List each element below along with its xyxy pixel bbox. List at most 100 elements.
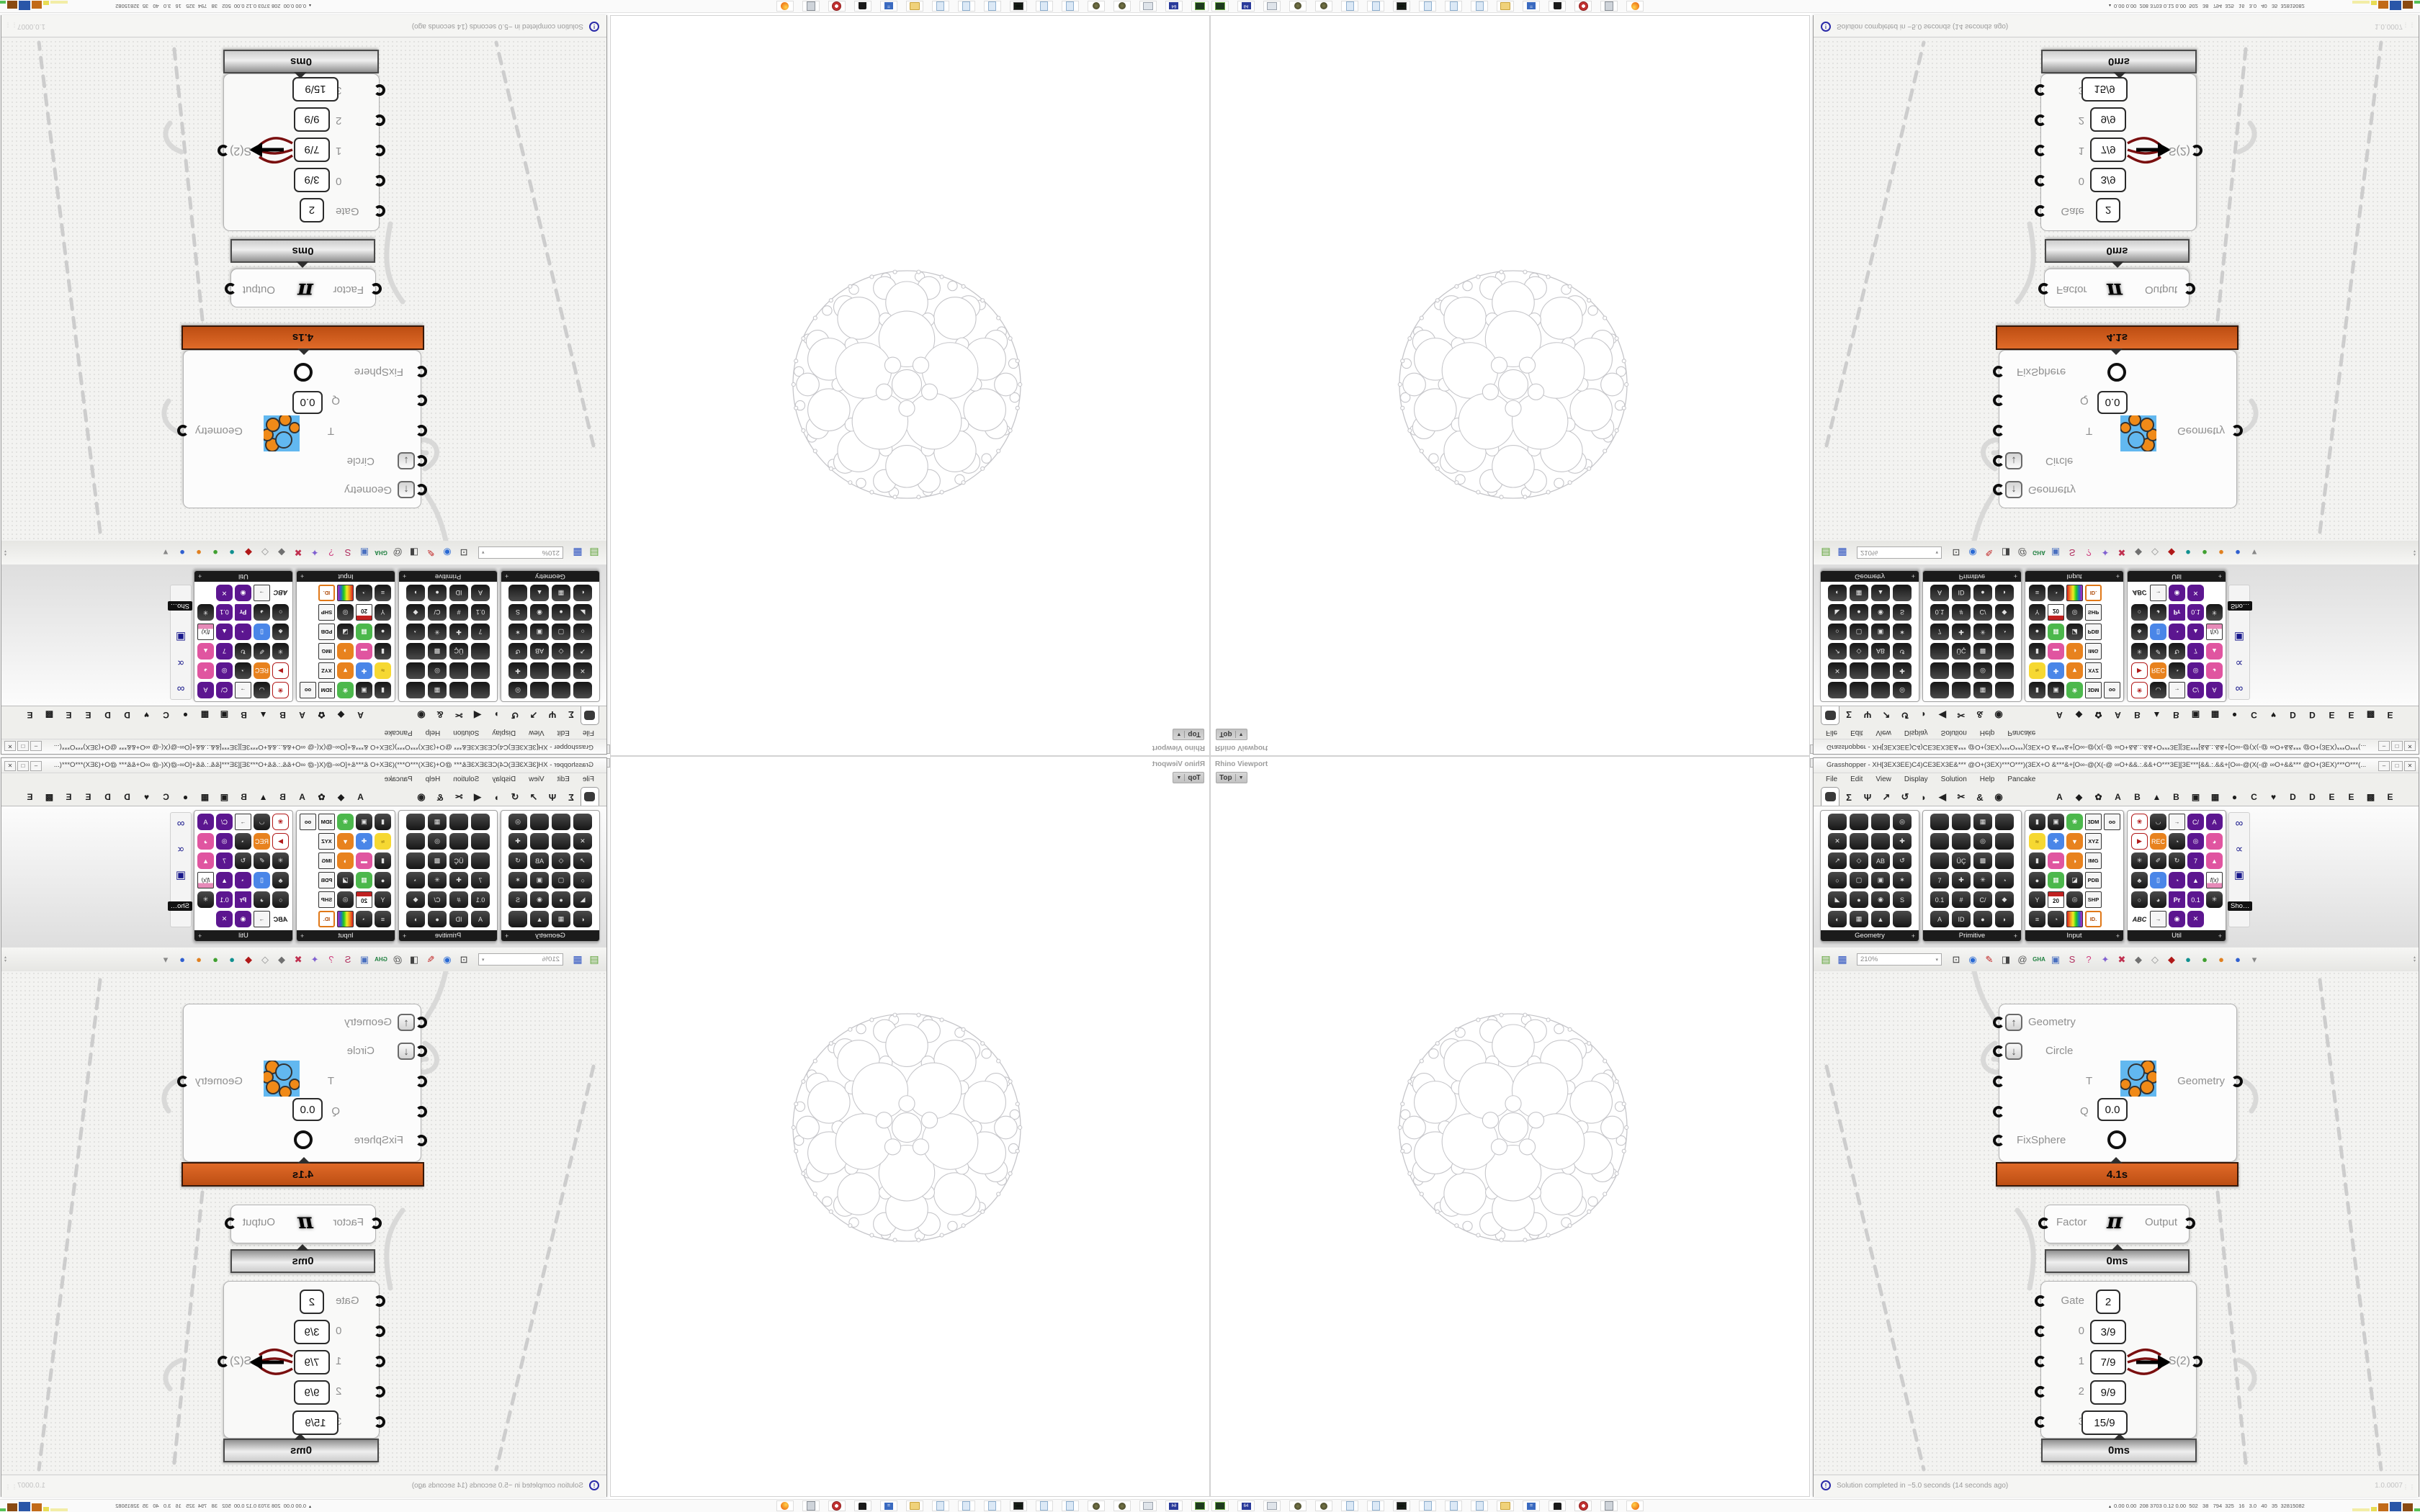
component-icon[interactable]: ▣ [2048, 814, 2064, 830]
gear-app-icon[interactable] [828, 1, 846, 12]
input-grip[interactable] [2038, 1218, 2050, 1229]
component-icon[interactable]: ▲ [197, 643, 214, 660]
show-tool-icon[interactable]: ∞ [2235, 816, 2244, 829]
component-icon[interactable]: A [197, 682, 214, 698]
tab-category-icon[interactable]: ✂ [1957, 710, 1966, 721]
component-icon[interactable]: f(x) [197, 872, 214, 888]
component-icon[interactable]: ✚ [356, 833, 372, 850]
menu-item-solution[interactable]: Solution [453, 729, 480, 737]
tab-category-icon[interactable]: Ψ [1863, 791, 1872, 803]
tab-plugin-D[interactable]: D [124, 792, 130, 802]
tab-plugin-C[interactable]: C [2251, 710, 2257, 720]
component-icon[interactable]: ◔ [356, 585, 372, 601]
tab-category-icon[interactable]: ◗ [1921, 791, 1927, 803]
palette-group-label[interactable]: Util + [194, 571, 292, 582]
component-icon[interactable]: ▼ [337, 662, 354, 679]
tab-plugin-✿[interactable]: ✿ [318, 710, 326, 720]
ball-green-icon[interactable]: ● [212, 954, 218, 965]
component-icon[interactable] [406, 662, 425, 679]
rhino-viewport-panel[interactable]: Rhino Viewport ✕ Top ▼ [1210, 15, 1819, 756]
component-icon[interactable]: S [1893, 604, 1912, 621]
component-icon[interactable]: 0.1 [216, 604, 233, 621]
component-icon[interactable]: ✚ [2048, 662, 2064, 679]
component-icon[interactable] [530, 814, 549, 830]
component-icon[interactable]: ◔ [235, 872, 251, 888]
component-icon[interactable]: ✚ [356, 662, 372, 679]
component-icon[interactable]: ✳ [1973, 872, 1992, 888]
component-icon[interactable]: ✳ [272, 852, 289, 869]
component-icon[interactable]: ✚ [449, 624, 468, 640]
output-grip[interactable] [177, 1076, 189, 1087]
component-icon[interactable]: ID [1952, 585, 1971, 601]
component-icon[interactable]: ◡ [2150, 814, 2166, 830]
idea-bulb-icon[interactable]: ✦ [2101, 547, 2110, 559]
tab-category-icon[interactable]: Σ [568, 709, 574, 721]
component-icon[interactable]: ▢ [1850, 624, 1868, 640]
component-icon[interactable] [471, 682, 490, 698]
tab-plugin-▲[interactable]: ▲ [259, 710, 268, 720]
toolbar-overflow-icon[interactable]: ▴ ▾ [2414, 955, 2416, 963]
component-icon[interactable] [406, 852, 425, 869]
component-icon[interactable]: ✳ [2206, 604, 2223, 621]
input-grip[interactable] [416, 395, 427, 406]
component-icon[interactable]: ↻ [2169, 643, 2185, 660]
menu-item-view[interactable]: View [1876, 729, 1891, 737]
component-icon[interactable]: ÜÇ [449, 852, 468, 869]
component-icon[interactable] [1952, 682, 1971, 698]
component-icon[interactable] [552, 814, 570, 830]
tab-plugin-B[interactable]: B [279, 710, 286, 720]
filter-value-box[interactable]: 15/9 [2081, 77, 2128, 102]
component-icon[interactable]: ✕ [2187, 911, 2204, 927]
component-icon[interactable]: ◑ [337, 643, 354, 660]
ball-teal-icon[interactable]: ● [229, 547, 235, 558]
collapse-down-button[interactable]: ↓ [398, 1043, 415, 1060]
palette-group-label[interactable]: Input + [2025, 930, 2123, 941]
show-tool-icon[interactable]: ∝ [176, 843, 185, 855]
tab-category-icon[interactable]: ↺ [1901, 791, 1909, 802]
component-icon[interactable] [1893, 585, 1912, 601]
component-icon[interactable]: ◎ [2187, 833, 2204, 850]
component-icon[interactable]: ◉ [1871, 604, 1890, 621]
input-grip[interactable] [374, 175, 385, 186]
component-icon[interactable]: 7 [216, 643, 233, 660]
filter-value-box[interactable]: 15/9 [2081, 1410, 2128, 1435]
chip64-app-icon[interactable]: 64 [1237, 1500, 1255, 1511]
component-icon[interactable]: ◕ [254, 604, 270, 621]
cat-app-icon[interactable] [854, 1500, 871, 1511]
tab-category-icon[interactable]: ↺ [1901, 710, 1909, 721]
search-s-icon[interactable]: S [344, 954, 351, 965]
component-icon[interactable]: ✳ [428, 624, 447, 640]
component-icon[interactable]: ✚ [1952, 624, 1971, 640]
cluster-x-icon[interactable]: ✖ [294, 953, 302, 965]
component-icon[interactable]: ◎ [1973, 833, 1992, 850]
tab-params-active[interactable] [1821, 706, 1839, 725]
tab-category-icon[interactable]: ◀ [474, 791, 481, 802]
tab-plugin-C[interactable]: C [163, 792, 169, 802]
component-icon[interactable]: ◔ [2169, 662, 2185, 679]
input-grip[interactable] [374, 145, 385, 156]
component-icon[interactable]: f(x) [2206, 624, 2223, 640]
gem-dark-icon[interactable]: ◆ [2135, 547, 2142, 559]
tab-category-icon[interactable]: ◉ [1994, 791, 2003, 802]
zoom-level-combo[interactable]: 210% ▾ [478, 953, 563, 966]
component-icon[interactable]: A [2206, 814, 2223, 830]
component-icon[interactable]: ID. [318, 911, 335, 927]
tab-plugin-●[interactable]: ● [182, 710, 189, 720]
component-icon[interactable]: ○ [1828, 872, 1847, 888]
show-tool-icon[interactable]: ▣ [175, 631, 187, 643]
component-icon[interactable]: ● [1973, 585, 1992, 601]
gem-red-icon[interactable]: ◆ [245, 953, 252, 965]
collapse-down-button[interactable]: ↓ [398, 452, 415, 469]
component-icon[interactable]: ▶ [272, 833, 289, 850]
component-icon[interactable] [1995, 682, 2014, 698]
component-icon[interactable]: ◔ [2048, 585, 2064, 601]
component-icon[interactable]: ▦ [356, 872, 372, 888]
palette-group-label[interactable]: Util + [194, 930, 292, 941]
component-icon[interactable]: ▯ [254, 624, 270, 640]
component-icon[interactable]: 7 [471, 624, 490, 640]
component-icon[interactable]: ◕ [2206, 662, 2223, 679]
component-icon[interactable]: ◐ [573, 911, 592, 927]
ball-teal-icon[interactable]: ● [2185, 954, 2191, 965]
component-icon[interactable]: ▲ [2187, 872, 2204, 888]
component-icon[interactable]: ○ [2131, 604, 2148, 621]
